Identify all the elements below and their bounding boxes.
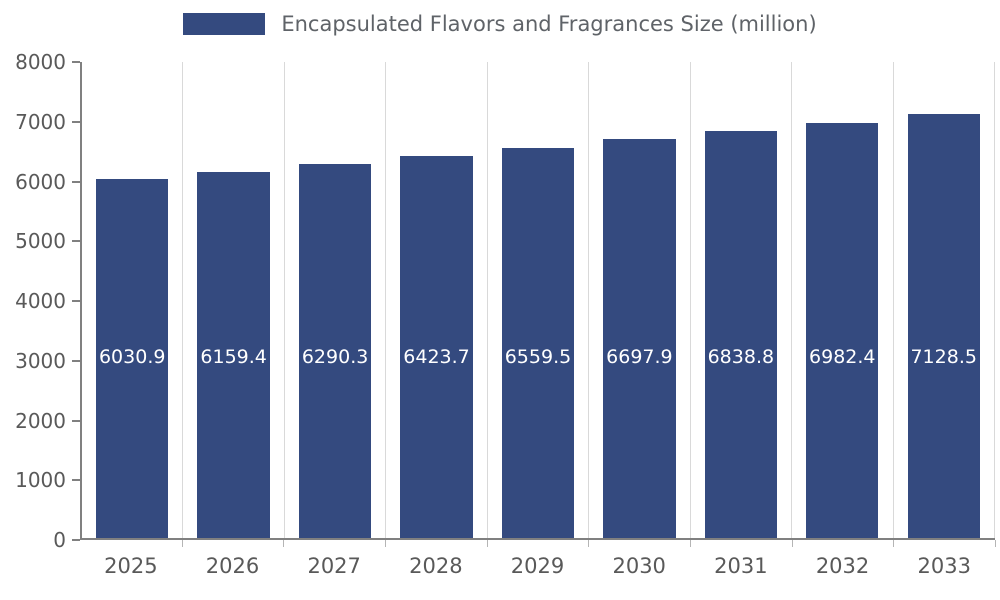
bar-group-2031: 6838.8	[691, 62, 793, 538]
x-boundary-tick-8	[893, 540, 895, 547]
bar-2029	[501, 147, 575, 538]
legend-swatch	[183, 13, 266, 35]
bar-value-label-2028: 6423.7	[403, 346, 470, 368]
y-tick-label-7000: 7000	[15, 109, 66, 134]
x-tick-label-2028: 2028	[409, 554, 463, 578]
bar-group-2032: 6982.4	[792, 62, 894, 538]
bar-2033	[907, 113, 980, 538]
bar-value-label-2029: 6559.5	[504, 346, 572, 368]
x-tick-label-2033: 2033	[917, 554, 971, 578]
x-tick-label-2026: 2026	[205, 554, 260, 578]
y-axis: 0 1000 2000 3000 4000 5000 6000 7000 8000	[0, 50, 80, 552]
bar-value-label-2030: 6697.9	[606, 346, 673, 368]
y-tick-mark-8000	[72, 61, 80, 63]
bar-group-2033: 7128.5	[894, 62, 995, 538]
bar-value-label-2033: 7128.5	[910, 346, 977, 368]
chart-title: Encapsulated Flavors and Fragrances Size…	[281, 12, 817, 36]
bar-value-label-2026: 6159.4	[200, 346, 267, 368]
y-tick-mark-3000	[72, 359, 80, 362]
x-axis-labels: 2025 2026 2027 2028 2029 2030 2031 2032 2033	[80, 554, 995, 578]
x-axis-ticks	[80, 540, 996, 547]
y-tick-label-2000: 2000	[15, 408, 66, 433]
x-tick-label-2029: 2029	[510, 554, 565, 578]
bar-2026	[197, 171, 270, 538]
y-tick-mark-0	[72, 539, 80, 541]
y-tick-label-1000: 1000	[15, 468, 66, 493]
y-tick-mark-4000	[72, 300, 80, 302]
y-tick-label-8000: 8000	[15, 50, 66, 74]
x-tick-label-2025: 2025	[104, 554, 158, 578]
y-tick-mark-6000	[72, 180, 80, 183]
y-tick-label-3000: 3000	[15, 348, 66, 373]
x-boundary-tick-5	[588, 540, 590, 547]
x-tick-label-2032: 2032	[815, 554, 870, 578]
bar-group-2029: 6559.5	[488, 62, 590, 538]
plot-area: 6030.9 6159.4 6290.3 6423.7 6559.5 6697.9 6838…	[80, 62, 995, 540]
x-boundary-tick-3	[384, 540, 386, 547]
bar-group-2026: 6159.4	[183, 62, 285, 538]
bar-group-2028: 6423.7	[386, 62, 488, 538]
y-tick-mark-2000	[72, 419, 80, 422]
bar-2032	[806, 122, 879, 538]
x-boundary-tick-4	[486, 540, 488, 547]
bar-group-2027: 6290.3	[285, 62, 387, 538]
y-tick-mark-1000	[72, 479, 80, 482]
x-boundary-tick-9	[995, 540, 996, 547]
x-tick-label-2031: 2031	[714, 554, 768, 578]
bar-value-label-2031: 6838.8	[707, 346, 775, 368]
y-tick-label-6000: 6000	[15, 169, 66, 194]
bar-2027	[298, 163, 372, 538]
y-tick-mark-5000	[72, 240, 80, 243]
bar-group-2030: 6697.9	[589, 62, 691, 538]
bar-value-label-2025: 6030.9	[98, 346, 166, 368]
bar-2030	[603, 139, 676, 538]
y-tick-label-5000: 5000	[15, 229, 66, 254]
bar-2031	[704, 131, 777, 538]
y-tick-label-4000: 4000	[15, 289, 66, 313]
x-tick-label-2030: 2030	[612, 554, 666, 578]
x-boundary-tick-6	[689, 540, 691, 547]
x-boundary-tick-7	[791, 540, 793, 547]
x-boundary-tick-1	[181, 540, 183, 547]
bar-2025	[96, 179, 169, 538]
y-tick-mark-7000	[72, 120, 80, 123]
chart-legend: Encapsulated Flavors and Fragrances Size…	[0, 12, 1000, 36]
bar-value-label-2032: 6982.4	[809, 346, 876, 368]
y-tick-label-0: 0	[53, 528, 66, 552]
bar-group-2025: 6030.9	[82, 62, 184, 538]
x-tick-label-2027: 2027	[307, 554, 361, 578]
bar-2028	[400, 155, 473, 538]
bar-value-label-2027: 6290.3	[301, 346, 369, 368]
x-boundary-tick-2	[283, 540, 285, 547]
